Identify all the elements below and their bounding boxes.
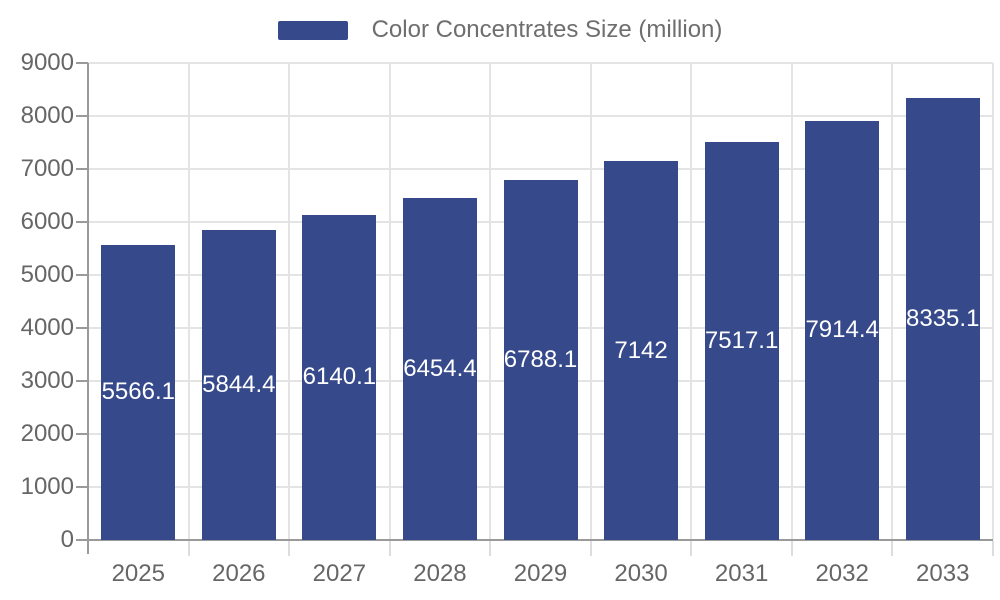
gridline-vertical [187,63,190,540]
bar-value-label: 6454.4 [403,354,477,382]
y-tick-label: 7000 [20,155,74,182]
y-axis-tick [76,115,88,117]
legend-label: Color Concentrates Size (million) [371,16,723,43]
bar-2029[interactable] [503,180,578,540]
x-tick-label: 2030 [614,560,668,587]
legend-swatch [277,20,348,40]
x-tick-label: 2027 [312,560,367,587]
bar-2031[interactable] [704,141,779,540]
legend-item[interactable]: Color Concentrates Size (million) [0,16,1000,44]
x-tick-label: 2032 [815,560,869,587]
y-tick-label: 6000 [20,208,74,235]
x-axis-tick [992,541,994,556]
x-axis-tick [288,541,291,556]
gridline-horizontal [88,115,993,117]
y-tick-label: 3000 [20,367,74,394]
y-axis-tick [76,274,88,276]
y-tick-label: 0 [60,526,74,553]
gridline-horizontal [88,62,993,64]
gridline-vertical [388,63,391,540]
x-axis-tick [589,541,592,556]
gridline-vertical [288,63,291,540]
gridline-horizontal [88,168,993,170]
y-axis-tick [76,327,88,329]
bar-2028[interactable] [402,197,477,540]
bar-value-label: 7914.4 [805,316,879,344]
x-tick-label: 2028 [413,560,467,587]
y-tick-label: 5000 [20,261,74,288]
y-axis-tick [76,62,88,64]
gridline-vertical [891,63,894,540]
bar-value-label: 7517.1 [704,326,779,354]
bar-2030[interactable] [604,161,679,540]
x-tick-label: 2031 [714,560,769,587]
y-tick-label: 8000 [20,102,74,129]
y-axis-tick [76,539,88,541]
y-axis-tick [76,433,88,435]
bar-value-label: 6140.1 [302,363,377,391]
bar-value-label: 8335.1 [906,305,980,333]
x-axis-tick [489,541,492,556]
y-tick-label: 4000 [20,314,74,341]
bar-value-label: 5566.1 [101,378,175,406]
gridline-vertical [790,63,793,540]
bar-value-label: 6788.1 [503,346,578,374]
y-axis-tick [76,486,88,488]
y-tick-label: 2000 [20,420,74,447]
gridline-vertical [589,63,592,540]
y-axis-tick [76,380,88,382]
x-axis-tick [891,541,894,556]
bar-2026[interactable] [201,230,276,540]
x-axis-tick [690,541,693,556]
bar-value-label: 7142 [614,336,668,364]
x-tick-label: 2026 [212,560,266,587]
gridline-vertical [489,63,492,540]
y-tick-label: 1000 [20,473,74,500]
bar-2025[interactable] [101,244,176,540]
x-axis-tick [790,541,793,556]
gridline-vertical [690,63,693,540]
y-axis-tick [76,168,88,170]
bar-value-label: 5844.4 [202,371,276,399]
x-axis-tick [388,541,391,556]
x-axis-line [88,539,993,541]
x-tick-label: 2029 [513,560,568,587]
x-tick-label: 2025 [111,560,165,587]
y-axis-line [87,63,89,554]
y-axis-tick [76,221,88,223]
x-tick-label: 2033 [916,560,970,587]
gridline-vertical [992,63,994,540]
x-axis-tick [187,541,190,556]
bar-2032[interactable] [805,120,880,540]
y-tick-label: 9000 [20,49,74,76]
bar-2027[interactable] [302,214,377,540]
bar-2033[interactable] [905,98,980,540]
